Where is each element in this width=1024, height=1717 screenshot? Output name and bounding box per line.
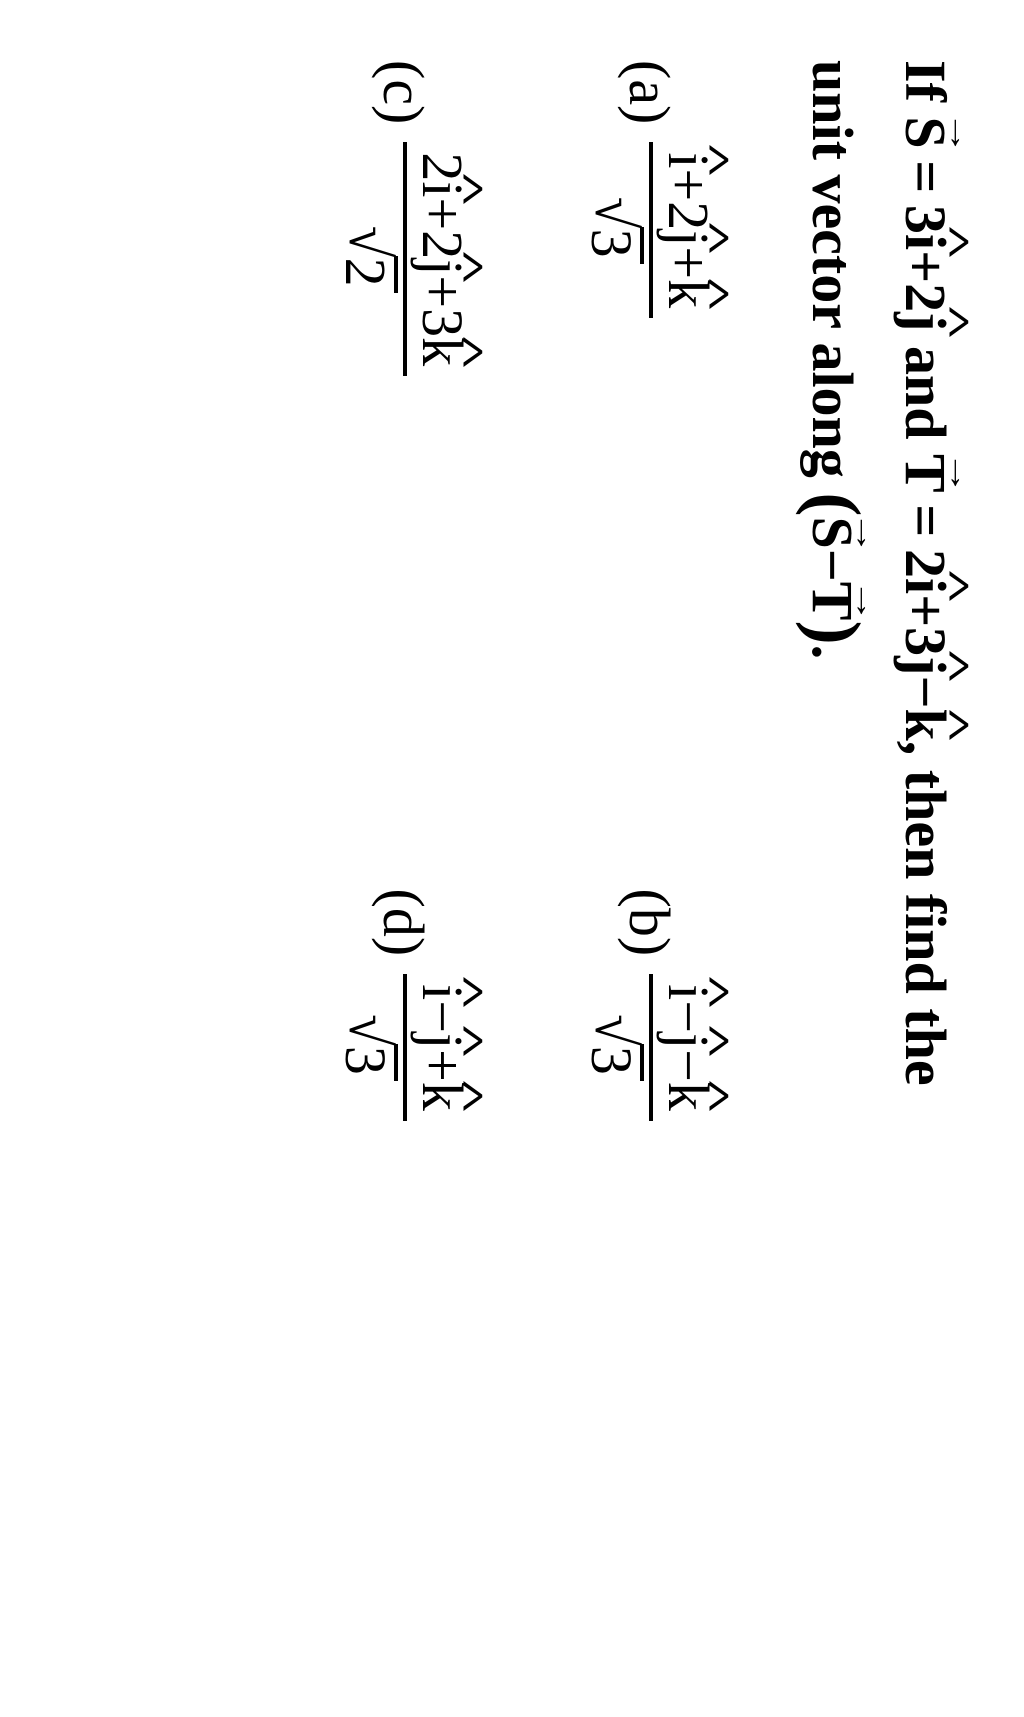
option-d-fraction: i−j+k √3 (336, 974, 472, 1121)
vector-S-2: S (792, 516, 870, 548)
question-page: If S = 3i+2j and T = 2i+3j−k, then find … (0, 0, 1024, 1717)
radicand: 2 (336, 256, 398, 293)
option-a-label: (a) (616, 60, 683, 124)
equals-2: = (893, 493, 958, 549)
k-hat: k (886, 709, 964, 741)
option-c-fraction: 2i+2j+3k √2 (336, 142, 472, 376)
option-b-denominator: √3 (582, 1004, 649, 1091)
k-hat: k (411, 337, 472, 366)
period: . (800, 645, 865, 660)
options-grid: (a) i+2j+k √3 (b) i−j−k √3 (336, 60, 718, 1677)
k-hat: k (411, 1082, 472, 1111)
vector-T-2: T (792, 582, 870, 621)
j-hat: j (411, 259, 472, 275)
j-hat: j (886, 312, 964, 331)
option-a-numerator: i+2j+k (649, 142, 718, 318)
paren-close: ) (795, 620, 876, 644)
option-c[interactable]: (c) 2i+2j+3k √2 (336, 60, 472, 849)
sqrt-icon: √3 (582, 1014, 644, 1081)
option-d-numerator: i−j+k (403, 974, 472, 1121)
question-stem: If S = 3i+2j and T = 2i+3j−k, then find … (788, 60, 964, 1677)
option-c-denominator: √2 (336, 216, 403, 303)
option-a-fraction: i+2j+k √3 (582, 142, 718, 318)
option-b-label: (b) (616, 889, 683, 957)
i-hat: i (411, 984, 472, 1000)
option-d-label: (d) (371, 889, 438, 957)
i-hat: i (411, 181, 472, 197)
option-c-label: (c) (371, 60, 438, 124)
option-c-numerator: 2i+2j+3k (403, 142, 472, 376)
j-hat-2: j (886, 656, 964, 675)
radicand: 3 (582, 1044, 644, 1081)
option-d[interactable]: (d) i−j+k √3 (336, 889, 472, 1678)
and-text: and (893, 331, 958, 454)
option-a-denominator: √3 (582, 187, 649, 274)
tail-1: , then find the (893, 741, 958, 1086)
option-d-denominator: √3 (336, 1004, 403, 1091)
option-b-fraction: i−j−k √3 (582, 974, 718, 1121)
i-hat: i (657, 152, 718, 168)
vector-S: S (886, 116, 964, 148)
j-hat: j (657, 230, 718, 246)
sqrt-icon: √3 (336, 1014, 398, 1081)
vector-T: T (886, 454, 964, 493)
equals-1: = (893, 149, 958, 205)
option-a[interactable]: (a) i+2j+k √3 (582, 60, 718, 849)
option-b-numerator: i−j−k (649, 974, 718, 1121)
radicand: 3 (336, 1044, 398, 1081)
i-hat: i (657, 984, 718, 1000)
k-hat: k (657, 279, 718, 308)
j-hat: j (657, 1033, 718, 1049)
i-hat: i (886, 234, 964, 250)
option-b[interactable]: (b) i−j−k √3 (582, 889, 718, 1678)
line2-lead: unit vector along (800, 60, 865, 492)
sqrt-icon: √2 (336, 226, 398, 293)
k-hat: k (657, 1082, 718, 1111)
j-hat: j (411, 1033, 472, 1049)
sqrt-icon: √3 (582, 197, 644, 264)
i-hat-2: i (886, 578, 964, 594)
radicand: 3 (582, 227, 644, 264)
stem-text: If (893, 60, 958, 116)
